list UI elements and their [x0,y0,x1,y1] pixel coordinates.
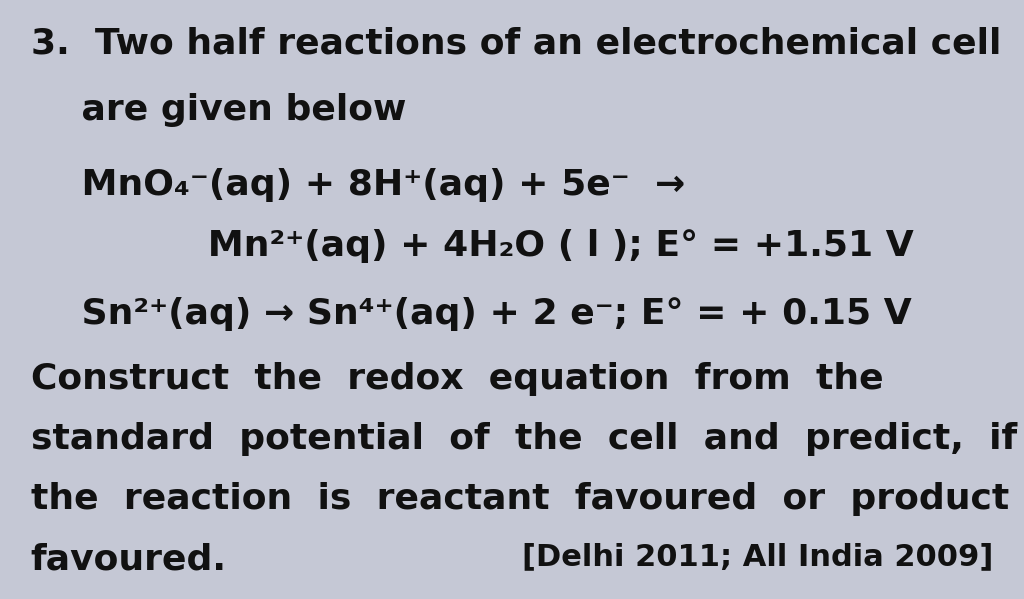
Text: Sn²⁺(aq) → Sn⁴⁺(aq) + 2 e⁻; E° = + 0.15 V: Sn²⁺(aq) → Sn⁴⁺(aq) + 2 e⁻; E° = + 0.15 … [31,297,911,331]
Text: standard  potential  of  the  cell  and  predict,  if: standard potential of the cell and predi… [31,422,1017,456]
Text: Construct  the  redox  equation  from  the: Construct the redox equation from the [31,362,884,397]
Text: 3.  Two half reactions of an electrochemical cell: 3. Two half reactions of an electrochemi… [31,27,1001,61]
Text: [Delhi 2011; All India 2009]: [Delhi 2011; All India 2009] [522,542,993,571]
Text: are given below: are given below [31,93,407,127]
Text: MnO₄⁻(aq) + 8H⁺(aq) + 5e⁻  →: MnO₄⁻(aq) + 8H⁺(aq) + 5e⁻ → [31,168,685,202]
Text: the  reaction  is  reactant  favoured  or  product: the reaction is reactant favoured or pro… [31,482,1009,516]
Text: Mn²⁺(aq) + 4H₂O ( l ); E° = +1.51 V: Mn²⁺(aq) + 4H₂O ( l ); E° = +1.51 V [31,229,913,263]
Text: favoured.: favoured. [31,542,226,576]
